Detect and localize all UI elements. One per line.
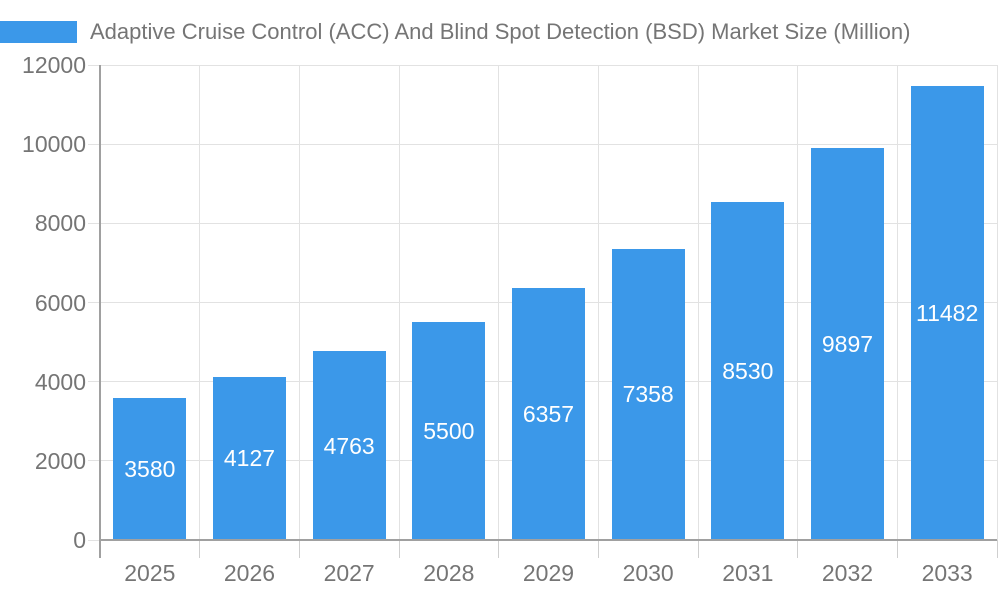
y-tick-label: 2000 — [34, 447, 86, 474]
x-tick-label: 2026 — [223, 560, 276, 586]
x-tick — [697, 540, 699, 558]
x-tick-label: 2025 — [124, 560, 176, 586]
category-gridline — [199, 65, 201, 540]
legend-swatch — [0, 21, 77, 43]
y-tick-label: 10000 — [22, 131, 86, 158]
x-tick — [597, 540, 599, 558]
y-axis-line — [99, 65, 101, 558]
x-tick — [199, 540, 201, 558]
bar-value-label: 5500 — [423, 418, 475, 445]
category-gridline — [298, 65, 300, 540]
x-tick-label: 2033 — [921, 560, 973, 586]
x-axis-line — [100, 539, 997, 541]
bar-value-label: 8530 — [722, 358, 774, 385]
x-tick-label: 2029 — [522, 560, 575, 586]
x-tick — [298, 540, 300, 558]
x-tick-label: 2032 — [821, 560, 874, 586]
y-tick — [88, 460, 100, 462]
y-gridline — [100, 64, 997, 66]
x-tick-label: 2031 — [722, 560, 774, 586]
y-gridline — [100, 222, 997, 224]
category-gridline — [797, 65, 799, 540]
x-tick — [896, 540, 898, 558]
bar — [910, 85, 984, 540]
y-tick — [88, 64, 100, 66]
legend: Adaptive Cruise Control (ACC) And Blind … — [0, 19, 911, 44]
y-tick-label: 8000 — [34, 210, 86, 237]
bar — [512, 288, 585, 540]
bar — [113, 398, 187, 540]
y-tick-label: 6000 — [34, 289, 86, 316]
bar-value-label: 7358 — [622, 381, 674, 408]
category-gridline — [398, 65, 400, 540]
bar-value-label: 3580 — [124, 456, 176, 483]
x-tick-label: 2030 — [622, 560, 674, 586]
bar-value-label: 11482 — [916, 299, 979, 326]
category-gridline — [896, 65, 898, 540]
bar — [811, 148, 884, 540]
y-tick-label: 12000 — [22, 52, 86, 78]
y-tick-label: 0 — [73, 527, 86, 553]
x-tick — [498, 540, 500, 558]
x-tick-label: 2028 — [423, 560, 475, 586]
category-gridline — [498, 65, 500, 540]
legend-label: Adaptive Cruise Control (ACC) And Blind … — [90, 19, 911, 44]
x-tick — [398, 540, 400, 558]
y-tick — [88, 302, 100, 303]
bar — [213, 376, 286, 540]
bar-value-label: 6357 — [522, 401, 575, 428]
y-tick-label: 4000 — [34, 368, 86, 395]
bar — [312, 351, 386, 540]
y-tick — [88, 143, 100, 145]
category-gridline — [697, 65, 699, 540]
bar — [711, 202, 785, 540]
bar — [412, 322, 486, 540]
bar-value-label: 4127 — [223, 445, 276, 472]
y-tick — [88, 222, 100, 224]
bar-value-label: 4763 — [323, 432, 375, 459]
y-tick — [88, 381, 100, 383]
x-tick-label: 2027 — [323, 560, 375, 586]
y-gridline — [100, 143, 997, 145]
x-tick — [996, 540, 998, 558]
category-gridline — [597, 65, 599, 540]
bar — [611, 248, 685, 540]
bar-value-label: 9897 — [821, 331, 874, 358]
category-gridline — [996, 65, 998, 540]
x-tick — [797, 540, 799, 558]
y-tick — [88, 539, 100, 541]
